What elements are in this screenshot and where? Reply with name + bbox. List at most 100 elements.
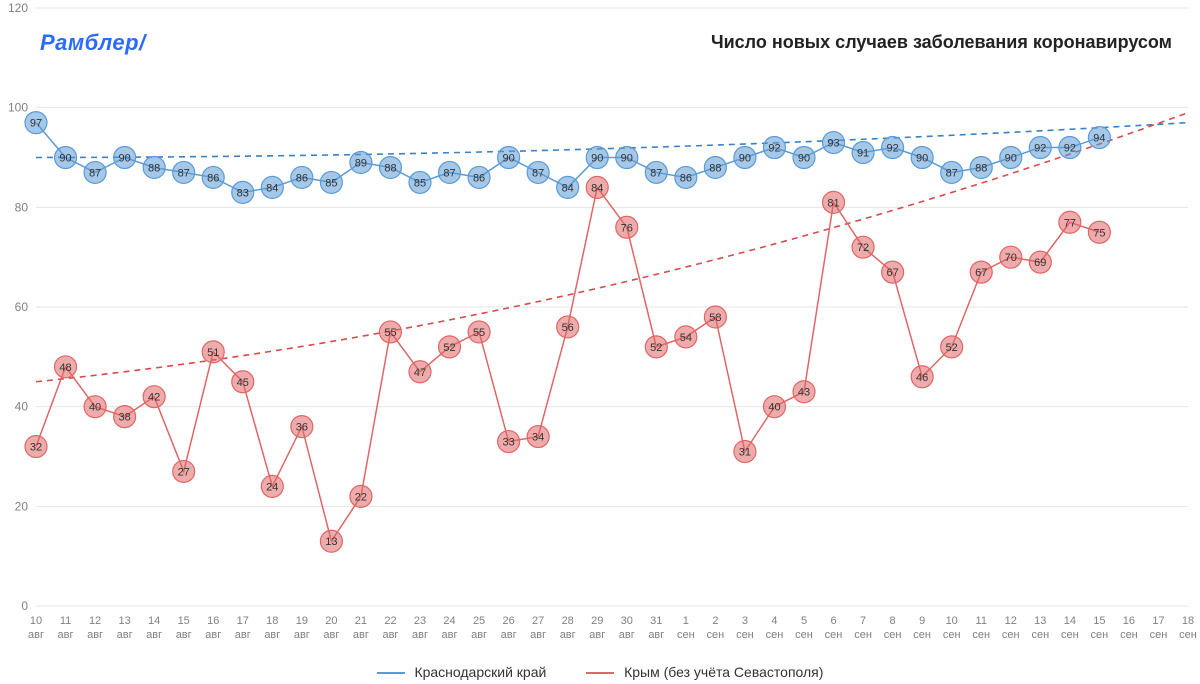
svg-text:87: 87 <box>443 167 455 179</box>
svg-text:80: 80 <box>15 200 29 214</box>
svg-text:авг: авг <box>294 629 310 641</box>
svg-text:86: 86 <box>296 172 308 184</box>
svg-text:авг: авг <box>264 629 280 641</box>
svg-text:сен: сен <box>1061 629 1079 641</box>
svg-text:авг: авг <box>530 629 546 641</box>
svg-text:28: 28 <box>562 615 574 627</box>
svg-text:83: 83 <box>237 187 249 199</box>
svg-text:94: 94 <box>1093 133 1105 145</box>
svg-text:21: 21 <box>355 615 367 627</box>
svg-text:авг: авг <box>87 629 103 641</box>
svg-text:75: 75 <box>1093 227 1105 239</box>
svg-text:55: 55 <box>473 327 485 339</box>
svg-text:29: 29 <box>591 615 603 627</box>
svg-text:52: 52 <box>946 342 958 354</box>
svg-text:85: 85 <box>414 177 426 189</box>
svg-text:24: 24 <box>443 615 455 627</box>
svg-text:100: 100 <box>8 101 28 115</box>
svg-text:38: 38 <box>118 412 130 424</box>
svg-text:сен: сен <box>1091 629 1109 641</box>
svg-text:14: 14 <box>148 615 160 627</box>
svg-text:84: 84 <box>266 182 278 194</box>
svg-text:86: 86 <box>473 172 485 184</box>
svg-text:16: 16 <box>207 615 219 627</box>
svg-text:авг: авг <box>323 629 339 641</box>
svg-text:40: 40 <box>89 402 101 414</box>
svg-text:15: 15 <box>1093 615 1105 627</box>
svg-text:70: 70 <box>1005 252 1017 264</box>
svg-text:авг: авг <box>205 629 221 641</box>
svg-text:97: 97 <box>30 118 42 130</box>
svg-text:84: 84 <box>562 182 574 194</box>
svg-text:12: 12 <box>89 615 101 627</box>
svg-text:52: 52 <box>650 342 662 354</box>
svg-text:69: 69 <box>1034 257 1046 269</box>
svg-text:27: 27 <box>178 466 190 478</box>
svg-text:12: 12 <box>1005 615 1017 627</box>
svg-text:84: 84 <box>591 182 603 194</box>
svg-text:45: 45 <box>237 377 249 389</box>
svg-text:90: 90 <box>591 153 603 165</box>
svg-text:сен: сен <box>972 629 990 641</box>
svg-text:93: 93 <box>827 138 839 150</box>
svg-text:0: 0 <box>21 599 28 613</box>
svg-text:92: 92 <box>1064 143 1076 155</box>
svg-text:сен: сен <box>943 629 961 641</box>
svg-text:90: 90 <box>621 153 633 165</box>
svg-text:сен: сен <box>795 629 813 641</box>
svg-text:40: 40 <box>15 400 29 414</box>
svg-text:сен: сен <box>1002 629 1020 641</box>
svg-text:авг: авг <box>619 629 635 641</box>
svg-text:13: 13 <box>1034 615 1046 627</box>
svg-text:сен: сен <box>825 629 843 641</box>
svg-text:91: 91 <box>857 148 869 160</box>
svg-text:86: 86 <box>207 172 219 184</box>
svg-text:сен: сен <box>884 629 902 641</box>
svg-text:23: 23 <box>414 615 426 627</box>
svg-text:10: 10 <box>946 615 958 627</box>
svg-text:88: 88 <box>148 162 160 174</box>
legend-item-1: Краснодарский край <box>377 664 551 680</box>
svg-text:15: 15 <box>178 615 190 627</box>
svg-text:46: 46 <box>916 372 928 384</box>
svg-text:67: 67 <box>886 267 898 279</box>
svg-text:90: 90 <box>916 153 928 165</box>
svg-text:52: 52 <box>443 342 455 354</box>
svg-text:85: 85 <box>325 177 337 189</box>
svg-text:86: 86 <box>680 172 692 184</box>
svg-text:авг: авг <box>382 629 398 641</box>
svg-text:18: 18 <box>266 615 278 627</box>
svg-text:сен: сен <box>1031 629 1049 641</box>
svg-text:10: 10 <box>30 615 42 627</box>
svg-text:20: 20 <box>15 499 29 513</box>
chart-svg: 02040608010012010авг11авг12авг13авг14авг… <box>0 0 1200 684</box>
svg-text:авг: авг <box>560 629 576 641</box>
svg-text:72: 72 <box>857 242 869 254</box>
svg-text:6: 6 <box>830 615 836 627</box>
svg-text:авг: авг <box>146 629 162 641</box>
svg-text:сен: сен <box>736 629 754 641</box>
svg-text:авг: авг <box>501 629 517 641</box>
svg-text:сен: сен <box>854 629 872 641</box>
brand-logo: Рамблер/ <box>40 30 146 56</box>
svg-text:4: 4 <box>771 615 777 627</box>
svg-text:87: 87 <box>532 167 544 179</box>
svg-text:30: 30 <box>621 615 633 627</box>
svg-text:сен: сен <box>1120 629 1138 641</box>
svg-text:88: 88 <box>975 162 987 174</box>
svg-text:81: 81 <box>827 197 839 209</box>
legend-label-1: Краснодарский край <box>414 664 546 680</box>
svg-text:13: 13 <box>325 536 337 548</box>
svg-text:11: 11 <box>976 615 987 627</box>
svg-text:сен: сен <box>1150 629 1168 641</box>
svg-text:17: 17 <box>1152 615 1164 627</box>
svg-text:87: 87 <box>178 167 190 179</box>
svg-text:9: 9 <box>919 615 925 627</box>
svg-text:5: 5 <box>801 615 807 627</box>
svg-text:58: 58 <box>709 312 721 324</box>
svg-text:34: 34 <box>532 432 544 444</box>
svg-text:сен: сен <box>707 629 725 641</box>
svg-text:67: 67 <box>975 267 987 279</box>
svg-text:87: 87 <box>650 167 662 179</box>
svg-text:43: 43 <box>798 387 810 399</box>
